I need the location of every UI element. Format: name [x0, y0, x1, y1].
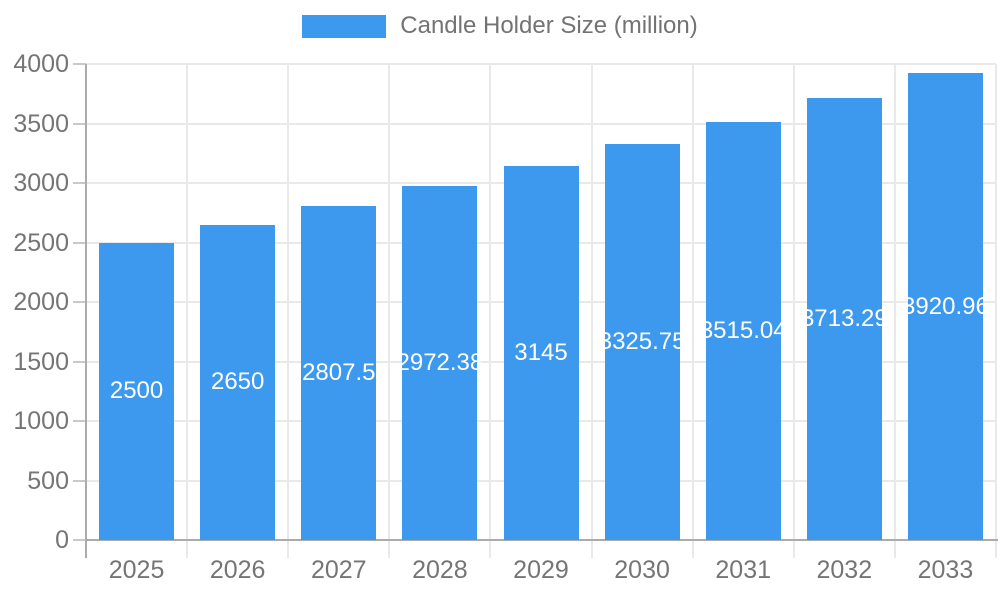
- y-axis-line: [85, 64, 87, 558]
- bar-value-label: 3920.96: [902, 292, 989, 320]
- h-gridline: [86, 63, 996, 65]
- bar-value-label: 2650: [210, 368, 265, 396]
- y-tick-mark: [73, 63, 86, 65]
- h-gridline: [86, 122, 996, 125]
- v-gridline: [388, 64, 391, 558]
- y-tick-mark: [73, 182, 86, 184]
- bar-value-label: 2500: [109, 377, 164, 405]
- bar-2028[interactable]: [402, 186, 478, 540]
- y-tick-label: 1500: [13, 347, 69, 376]
- y-tick-mark: [73, 301, 86, 303]
- legend-label: Candle Holder Size (million): [400, 12, 698, 39]
- x-tick-label: 2032: [816, 556, 873, 584]
- x-tick-label: 2029: [513, 556, 569, 584]
- bar-value-label: 2972.38: [396, 349, 484, 377]
- v-gridline: [893, 64, 896, 558]
- x-axis-line: [85, 539, 998, 541]
- x-tick-label: 2030: [614, 556, 670, 584]
- y-tick-mark: [73, 539, 86, 541]
- bar-value-label: 2807.5: [302, 358, 376, 386]
- y-tick-mark: [73, 479, 86, 482]
- y-tick-label: 4000: [13, 50, 69, 78]
- bar-2026[interactable]: [200, 224, 276, 540]
- v-gridline: [287, 64, 290, 558]
- legend-swatch: [302, 14, 387, 38]
- y-tick-mark: [73, 420, 86, 422]
- y-tick-label: 2000: [13, 288, 69, 316]
- x-tick-label: 2028: [412, 556, 468, 584]
- v-gridline: [489, 64, 492, 558]
- bar-2029[interactable]: [503, 165, 579, 540]
- v-gridline: [691, 64, 694, 558]
- bar-2031[interactable]: [705, 121, 781, 540]
- bar-value-label: 3713.29: [800, 305, 888, 333]
- v-gridline: [995, 64, 997, 558]
- bar-2032[interactable]: [806, 98, 882, 540]
- v-gridline: [590, 64, 593, 558]
- x-tick-label: 2027: [310, 556, 367, 584]
- bar-value-label: 3325.75: [598, 328, 686, 356]
- y-tick-label: 1000: [13, 407, 69, 435]
- v-gridline: [186, 64, 189, 558]
- y-tick-label: 3000: [13, 169, 69, 197]
- bar-2027[interactable]: [301, 205, 377, 540]
- y-tick-label: 2500: [13, 228, 69, 257]
- y-tick-label: 0: [55, 526, 69, 554]
- bar-2025[interactable]: [99, 242, 175, 540]
- x-tick-label: 2025: [108, 556, 165, 584]
- bar-value-label: 3515.04: [699, 316, 787, 344]
- y-tick-mark: [73, 122, 86, 125]
- bar-value-label: 3145: [514, 338, 568, 366]
- x-tick-label: 2033: [917, 556, 974, 584]
- bar-2033[interactable]: [907, 73, 983, 540]
- v-gridline: [792, 64, 795, 558]
- y-tick-mark: [73, 241, 86, 244]
- y-tick-mark: [73, 360, 86, 363]
- legend[interactable]: Candle Holder Size (million): [0, 12, 1000, 40]
- bar-2030[interactable]: [604, 144, 680, 540]
- x-tick-label: 2026: [209, 556, 266, 584]
- x-tick-label: 2031: [715, 556, 772, 584]
- y-tick-label: 500: [27, 466, 69, 495]
- y-tick-label: 3500: [13, 109, 69, 138]
